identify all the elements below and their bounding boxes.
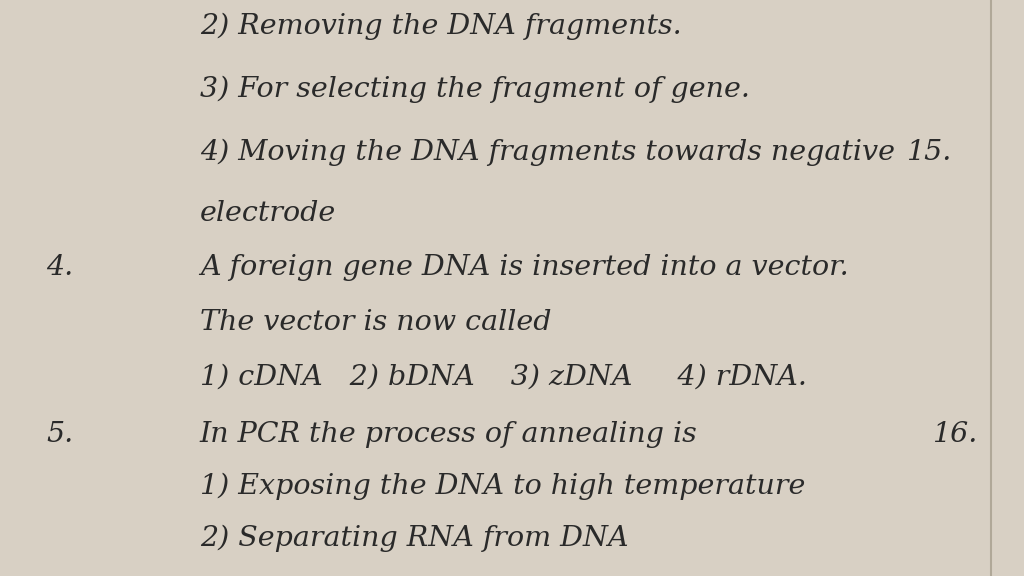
Text: 4.: 4. <box>46 255 73 281</box>
Text: 16.: 16. <box>932 422 977 448</box>
Text: 3) For selecting the fragment of gene.: 3) For selecting the fragment of gene. <box>200 75 750 103</box>
Text: 2) Removing the DNA fragments.: 2) Removing the DNA fragments. <box>200 12 681 40</box>
Text: A foreign gene DNA is inserted into a vector.: A foreign gene DNA is inserted into a ve… <box>200 255 848 281</box>
Text: electrode: electrode <box>200 200 336 226</box>
Text: 1) cDNA   2) bDNA    3) zDNA     4) rDNA.: 1) cDNA 2) bDNA 3) zDNA 4) rDNA. <box>200 364 807 391</box>
Text: 5.: 5. <box>46 422 73 448</box>
Text: The vector is now called: The vector is now called <box>200 309 551 336</box>
Text: 15.: 15. <box>906 139 951 166</box>
Text: 4) Moving the DNA fragments towards negative: 4) Moving the DNA fragments towards nega… <box>200 139 895 166</box>
Text: 2) Separating RNA from DNA: 2) Separating RNA from DNA <box>200 525 629 552</box>
Text: In PCR the process of annealing is: In PCR the process of annealing is <box>200 422 697 448</box>
Text: 1) Exposing the DNA to high temperature: 1) Exposing the DNA to high temperature <box>200 473 805 501</box>
